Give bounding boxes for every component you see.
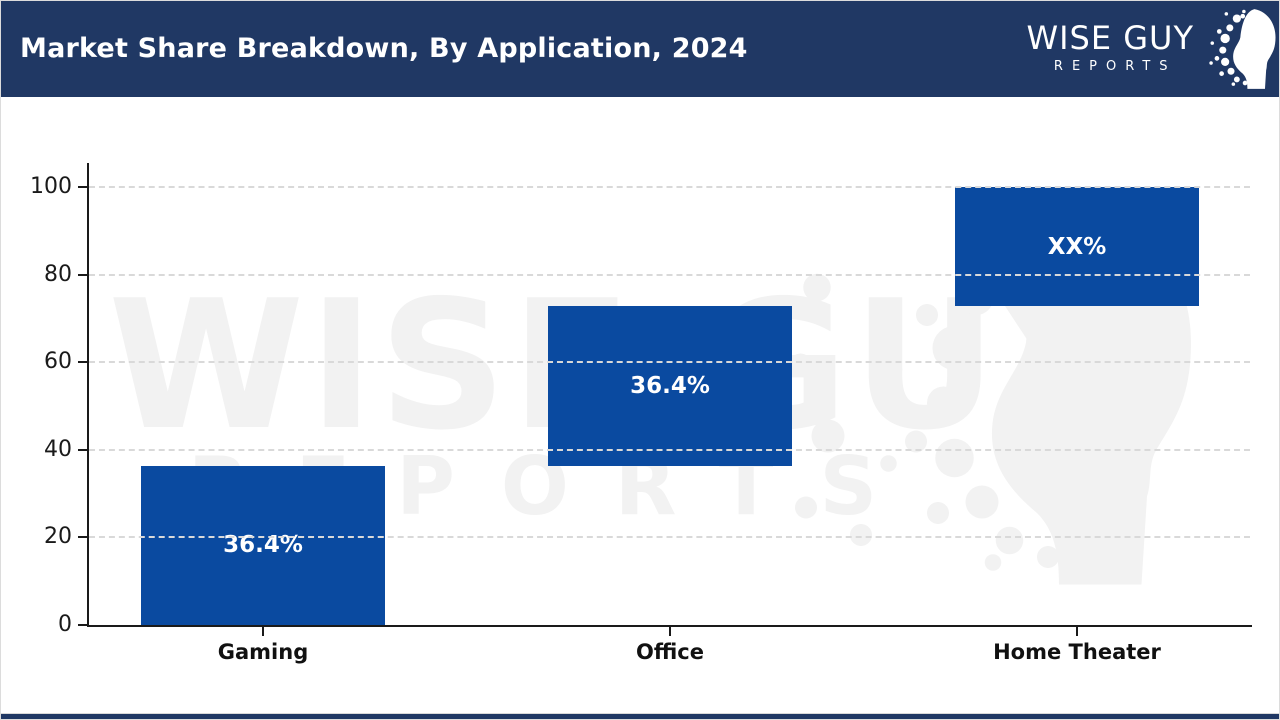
x-category-label: Home Theater: [993, 640, 1161, 664]
y-tick-label: 100: [30, 174, 72, 199]
bar-gaming: 36.4%: [141, 465, 385, 625]
y-tick-mark: [78, 624, 87, 626]
footer-bar: [0, 714, 1280, 720]
wise-guy-face-icon: [1209, 9, 1276, 89]
logo-subtitle: REPORTS: [1053, 58, 1177, 74]
bar-home-theater: XX%: [955, 187, 1199, 307]
gridline: [89, 448, 1250, 451]
gridline: [89, 361, 1250, 364]
y-tick-label: 20: [44, 524, 72, 550]
logo-wordmark: WISE GUY: [1026, 19, 1194, 57]
wise-guy-logo: WISE GUY REPORTS: [1020, 0, 1280, 97]
x-category-label: Office: [636, 640, 704, 664]
x-tick-mark: [262, 627, 264, 636]
y-tick-mark: [78, 448, 87, 451]
bar-value-label: XX%: [1047, 233, 1107, 260]
y-tick-label: 80: [44, 261, 72, 287]
y-tick-mark: [78, 536, 87, 539]
y-tick-mark: [78, 361, 87, 364]
x-tick-mark: [669, 627, 671, 636]
x-tick-mark: [1076, 627, 1078, 636]
plot-frame: [87, 163, 1252, 627]
header: Market Share Breakdown, By Application, …: [0, 0, 1280, 97]
gridline: [89, 186, 1250, 188]
logo-text: WISE GUY REPORTS: [1026, 20, 1194, 74]
gridline: [89, 273, 1250, 276]
y-tick-label: 60: [44, 349, 72, 375]
x-category-label: Gaming: [217, 640, 309, 664]
bar-value-label: 36.4%: [630, 372, 710, 399]
page-title: Market Share Breakdown, By Application, …: [20, 33, 748, 64]
y-tick-mark: [78, 186, 87, 188]
y-tick-label: 40: [44, 436, 72, 462]
gridline: [89, 536, 1250, 539]
y-tick-mark: [78, 273, 87, 276]
bar-office: 36.4%: [548, 306, 792, 466]
bottom-divider: [0, 713, 1280, 714]
y-tick-label: 0: [58, 612, 72, 637]
